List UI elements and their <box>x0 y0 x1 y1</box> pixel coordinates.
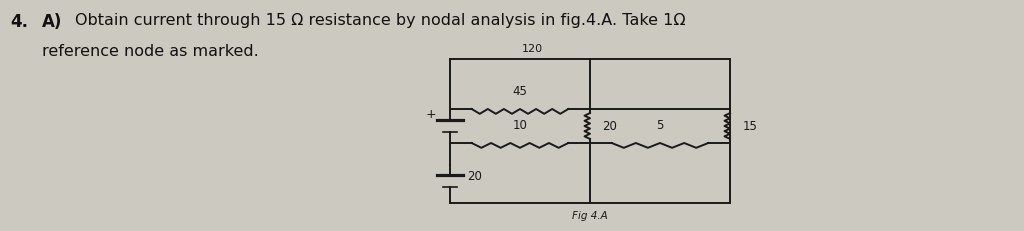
Text: 5: 5 <box>656 119 664 132</box>
Text: 20: 20 <box>602 119 617 133</box>
Text: 15: 15 <box>742 119 758 133</box>
Text: 4.: 4. <box>10 13 28 31</box>
Text: 120: 120 <box>521 44 543 54</box>
Text: reference node as marked.: reference node as marked. <box>42 44 259 59</box>
Text: 10: 10 <box>513 119 527 132</box>
Text: Fig 4.A: Fig 4.A <box>572 211 608 221</box>
Text: +: + <box>426 107 436 121</box>
Text: Obtain current through 15 Ω resistance by nodal analysis in fig.4.A. Take 1Ω: Obtain current through 15 Ω resistance b… <box>75 13 686 28</box>
Text: 20: 20 <box>467 170 482 182</box>
Text: A): A) <box>42 13 62 31</box>
Text: 45: 45 <box>513 85 527 98</box>
